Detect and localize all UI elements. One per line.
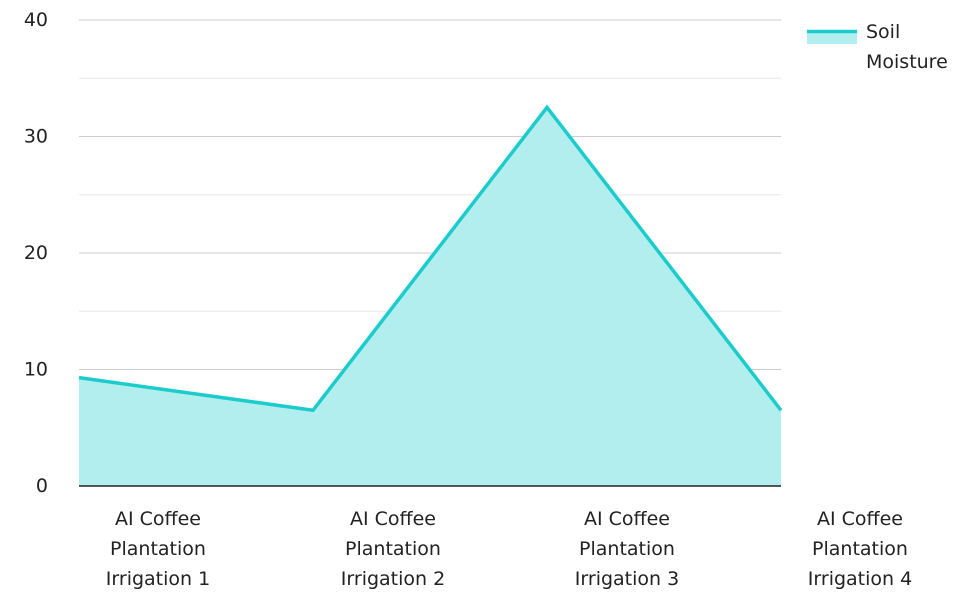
y-axis-ticks: 0 10 20 30 40 bbox=[24, 9, 48, 497]
x-tick-label-line: AI Coffee bbox=[584, 508, 670, 530]
y-tick-label: 10 bbox=[24, 359, 48, 381]
legend-label-line: Moisture bbox=[866, 51, 948, 73]
x-tick-label-line: Plantation bbox=[579, 538, 675, 560]
x-tick-label-line: Plantation bbox=[110, 538, 206, 560]
legend: Soil Moisture bbox=[807, 21, 948, 73]
y-tick-label: 20 bbox=[24, 242, 48, 264]
legend-swatch bbox=[807, 30, 857, 44]
series-area-group bbox=[79, 107, 781, 486]
x-tick-label-line: Irrigation 1 bbox=[106, 568, 210, 590]
x-tick-label-2: AI Coffee Plantation Irrigation 2 bbox=[341, 508, 445, 590]
x-tick-label-line: AI Coffee bbox=[115, 508, 201, 530]
x-tick-label-line: Irrigation 3 bbox=[575, 568, 679, 590]
x-tick-label-line: Plantation bbox=[345, 538, 441, 560]
x-tick-label-line: AI Coffee bbox=[817, 508, 903, 530]
x-tick-label-3: AI Coffee Plantation Irrigation 3 bbox=[575, 508, 679, 590]
y-tick-label: 40 bbox=[24, 9, 48, 31]
x-tick-label-1: AI Coffee Plantation Irrigation 1 bbox=[106, 508, 210, 590]
x-tick-label-line: Plantation bbox=[812, 538, 908, 560]
legend-label: Soil Moisture bbox=[866, 21, 948, 73]
y-tick-label: 0 bbox=[36, 475, 48, 497]
y-tick-label: 30 bbox=[24, 126, 48, 148]
legend-label-line: Soil bbox=[866, 21, 900, 43]
x-tick-label-line: Irrigation 2 bbox=[341, 568, 445, 590]
x-tick-label-4: AI Coffee Plantation Irrigation 4 bbox=[808, 508, 912, 590]
series-area-fill bbox=[79, 107, 781, 486]
x-tick-label-line: AI Coffee bbox=[350, 508, 436, 530]
x-tick-label-line: Irrigation 4 bbox=[808, 568, 912, 590]
